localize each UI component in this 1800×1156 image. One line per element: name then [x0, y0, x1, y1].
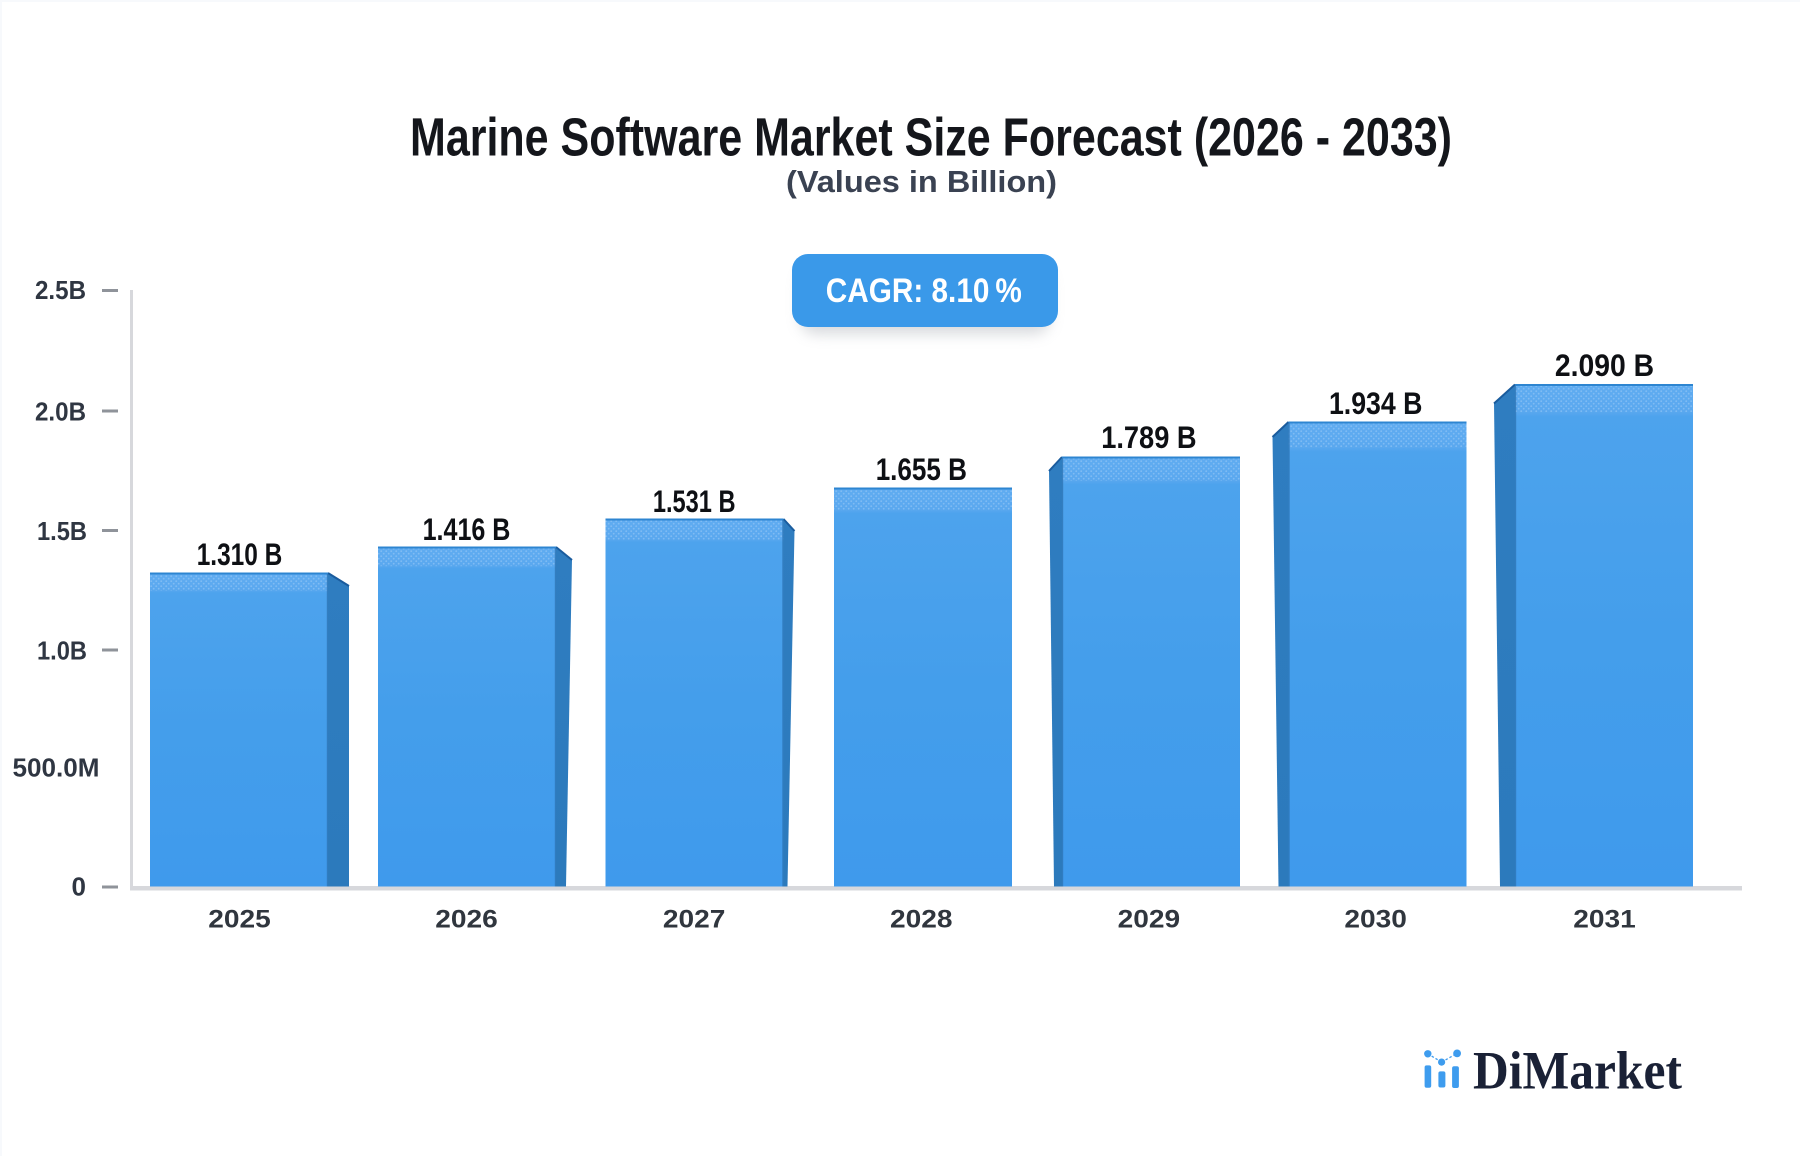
svg-text:1.531 B: 1.531 B [653, 483, 736, 519]
svg-text:2028: 2028 [890, 906, 953, 934]
svg-text:2.5B: 2.5B [35, 275, 86, 305]
svg-text:CAGR: 8.10 %: CAGR: 8.10 % [826, 272, 1022, 310]
svg-text:2.090 B: 2.090 B [1555, 347, 1654, 383]
svg-text:0: 0 [72, 872, 86, 902]
svg-text:2026: 2026 [435, 906, 498, 934]
svg-text:1.789 B: 1.789 B [1101, 419, 1196, 455]
svg-text:2031: 2031 [1573, 906, 1636, 934]
svg-text:1.0B: 1.0B [37, 636, 87, 666]
svg-text:1.5B: 1.5B [37, 516, 87, 546]
svg-text:1.655 B: 1.655 B [876, 451, 967, 487]
svg-text:2030: 2030 [1344, 906, 1407, 934]
svg-text:2.0B: 2.0B [35, 397, 86, 427]
svg-text:500.0M: 500.0M [13, 752, 100, 782]
svg-text:Marine Software Market Size Fo: Marine Software Market Size Forecast (20… [410, 108, 1452, 168]
svg-text:2025: 2025 [208, 906, 271, 934]
svg-text:2027: 2027 [663, 906, 726, 934]
svg-text:2029: 2029 [1118, 906, 1181, 934]
svg-text:DiMarket: DiMarket [1473, 1041, 1682, 1101]
svg-text:1.934 B: 1.934 B [1329, 385, 1423, 421]
svg-text:1.310 B: 1.310 B [197, 536, 283, 572]
svg-text:(Values in Billion): (Values in Billion) [786, 164, 1057, 199]
svg-text:1.416 B: 1.416 B [423, 511, 511, 547]
